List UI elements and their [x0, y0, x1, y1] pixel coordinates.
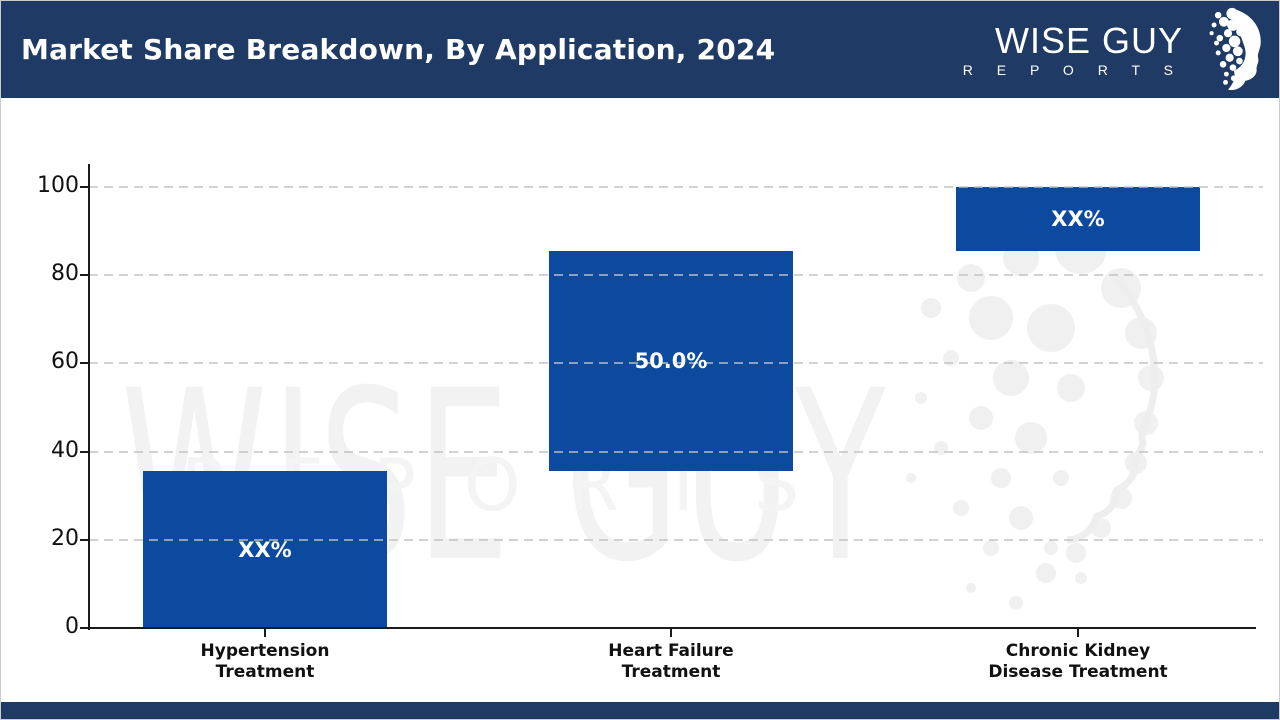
y-tick-label-60: 60 [51, 349, 79, 375]
x-axis-line [88, 627, 1256, 629]
footer-bar [1, 702, 1279, 719]
y-tick-label-100: 100 [37, 173, 79, 198]
logo-wordmark: WISE GUY [994, 20, 1183, 61]
y-tick-mark-60 [80, 362, 88, 365]
logo-text: WISE GUY R E P O R T S [962, 20, 1183, 79]
bar-value-label: XX% [238, 537, 292, 562]
y-tick-label-0: 0 [65, 614, 79, 639]
wiseguy-face-icon [1209, 7, 1261, 91]
y-tick-mark-20 [80, 538, 88, 541]
y-tick-mark-80 [80, 274, 88, 277]
y-tick-mark-40 [80, 450, 88, 453]
y-tick-mark-100 [80, 186, 88, 188]
gridline-20 [89, 538, 1263, 541]
page-title: Market Share Breakdown, By Application, … [21, 33, 776, 66]
gridline-100 [89, 186, 1263, 188]
y-tick-label-20: 20 [51, 525, 79, 551]
gridline-60 [89, 362, 1263, 365]
bar-segment [549, 250, 793, 472]
logo-subtitle: R E P O R T S [962, 62, 1183, 78]
bar-value-label: 50.0% [634, 349, 708, 374]
wiseguy-logo: WISE GUY R E P O R T S [963, 7, 1269, 93]
bar-value-label: XX% [1051, 206, 1105, 231]
bar-segment [143, 471, 387, 628]
gridline-80 [89, 274, 1263, 277]
y-axis-line [88, 164, 90, 630]
y-tick-label-40: 40 [51, 437, 79, 463]
x-category-label: Heart Failure Treatment [608, 641, 734, 682]
gridline-40 [89, 450, 1263, 453]
bar-segment [956, 187, 1200, 251]
y-tick-label-80: 80 [51, 261, 79, 287]
y-tick-mark-0 [80, 627, 88, 629]
header-bar: Market Share Breakdown, By Application, … [1, 1, 1279, 98]
watermark-face-icon [906, 222, 1164, 610]
x-tick-mark [1077, 629, 1079, 637]
x-category-label: Hypertension Treatment [200, 641, 330, 682]
x-category-label: Chronic Kidney Disease Treatment [988, 641, 1168, 682]
x-tick-mark [670, 629, 672, 637]
x-tick-mark [264, 629, 266, 637]
